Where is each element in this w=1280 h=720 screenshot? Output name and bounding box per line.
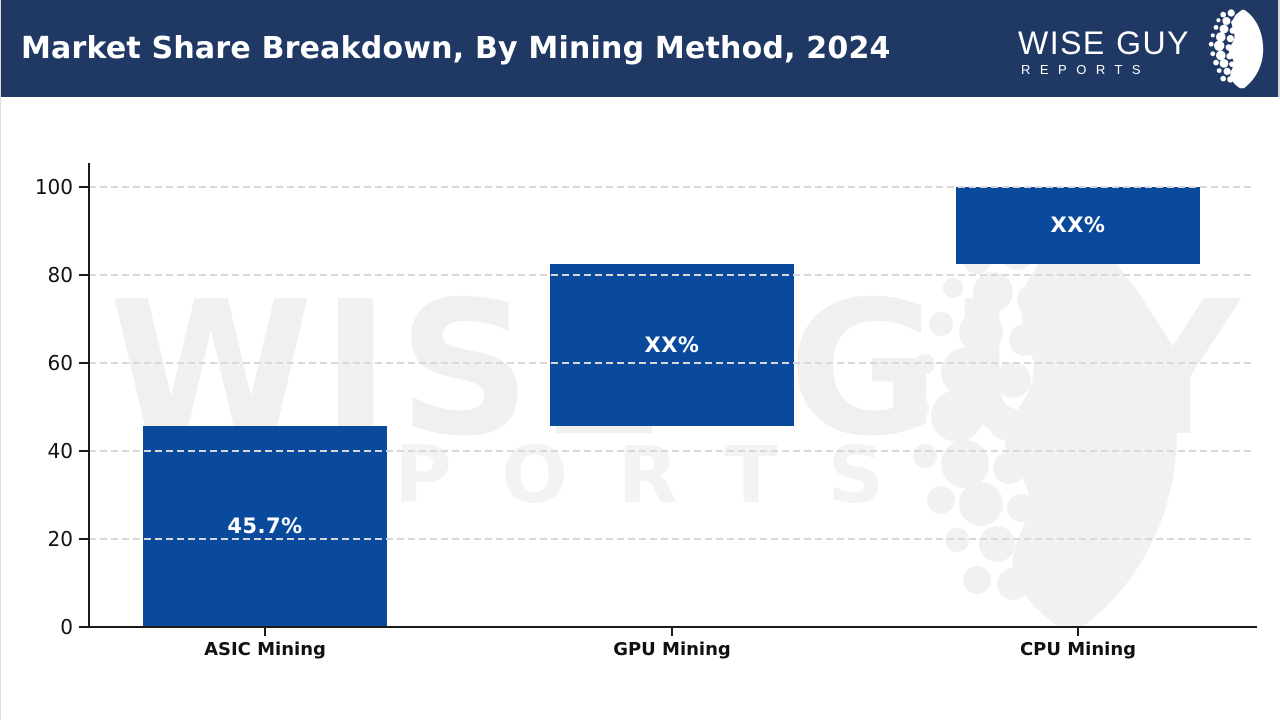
wiseguy-face-icon — [1208, 9, 1264, 89]
y-axis-line — [88, 163, 90, 628]
bar-value-label: XX% — [1050, 213, 1106, 238]
bar-value-label: XX% — [644, 332, 700, 357]
bar-segment: 45.7% — [143, 425, 387, 627]
page-title: Market Share Breakdown, By Mining Method… — [21, 31, 891, 66]
grid-line — [89, 186, 1254, 188]
y-tick-label: 0 — [60, 615, 73, 639]
y-tick-mark — [79, 362, 88, 364]
grid-line — [89, 274, 1254, 276]
x-tick-mark — [671, 628, 673, 636]
x-axis-line — [88, 626, 1257, 628]
y-tick-mark — [79, 274, 88, 276]
x-tick-mark — [264, 628, 266, 636]
logo-sub-text: REPORTS — [1020, 62, 1151, 78]
y-tick-mark — [79, 538, 88, 540]
y-tick-label: 60 — [47, 351, 73, 375]
y-tick-mark — [79, 626, 88, 628]
y-tick-mark — [79, 450, 88, 452]
y-tick-label: 80 — [47, 263, 73, 287]
x-category-label: CPU Mining — [1019, 639, 1137, 660]
logo-text: WISE GUY REPORTS — [1017, 24, 1190, 78]
x-category-label: GPU Mining — [613, 639, 731, 660]
wiseguy-logo: WISE GUY REPORTS — [1018, 7, 1264, 91]
bar-segment: XX% — [550, 263, 794, 426]
grid-line — [89, 362, 1254, 364]
header-bar: Market Share Breakdown, By Mining Method… — [1, 0, 1278, 97]
y-tick-mark — [79, 186, 88, 188]
grid-line — [89, 538, 1254, 540]
grid-line — [89, 450, 1254, 452]
logo-brand-text: WISE GUY — [1017, 24, 1190, 61]
y-tick-label: 100 — [34, 175, 73, 199]
watermark-face-icon — [905, 234, 1177, 628]
bar-segment: XX% — [956, 187, 1200, 264]
y-tick-label: 40 — [47, 439, 73, 463]
x-category-label: ASIC Mining — [204, 639, 326, 660]
bar-value-label: 45.7% — [227, 514, 303, 539]
y-tick-label: 20 — [47, 527, 73, 551]
x-tick-mark — [1077, 628, 1079, 636]
